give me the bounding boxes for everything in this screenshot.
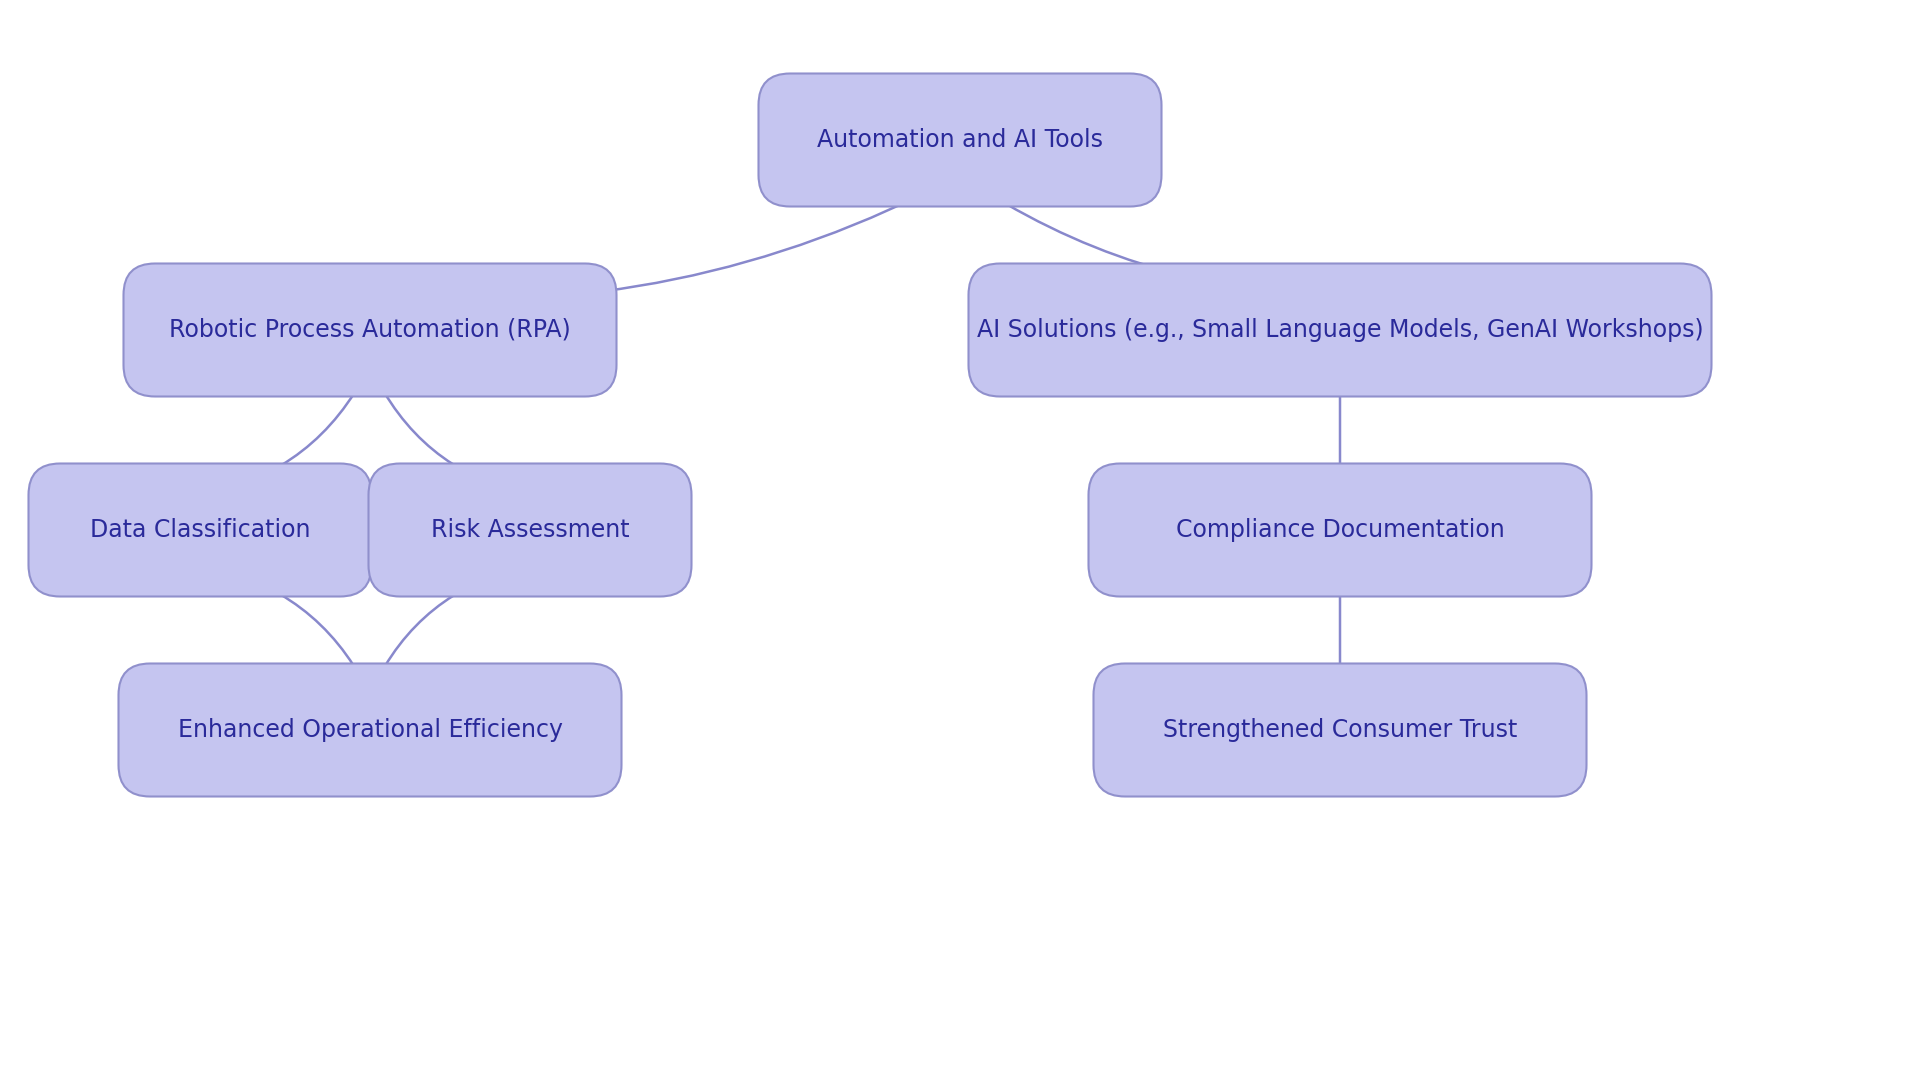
FancyBboxPatch shape: [369, 464, 691, 597]
Text: Automation and AI Tools: Automation and AI Tools: [818, 128, 1102, 152]
Text: Enhanced Operational Efficiency: Enhanced Operational Efficiency: [177, 718, 563, 742]
FancyBboxPatch shape: [1089, 464, 1592, 597]
Text: Robotic Process Automation (RPA): Robotic Process Automation (RPA): [169, 318, 570, 342]
FancyBboxPatch shape: [1094, 664, 1586, 796]
Text: Data Classification: Data Classification: [90, 518, 311, 542]
FancyBboxPatch shape: [123, 263, 616, 396]
FancyBboxPatch shape: [29, 464, 371, 597]
FancyBboxPatch shape: [968, 263, 1711, 396]
Text: Risk Assessment: Risk Assessment: [430, 518, 630, 542]
FancyBboxPatch shape: [119, 664, 622, 796]
Text: Strengthened Consumer Trust: Strengthened Consumer Trust: [1164, 718, 1517, 742]
Text: Compliance Documentation: Compliance Documentation: [1175, 518, 1505, 542]
FancyBboxPatch shape: [758, 74, 1162, 207]
Text: AI Solutions (e.g., Small Language Models, GenAI Workshops): AI Solutions (e.g., Small Language Model…: [977, 318, 1703, 342]
